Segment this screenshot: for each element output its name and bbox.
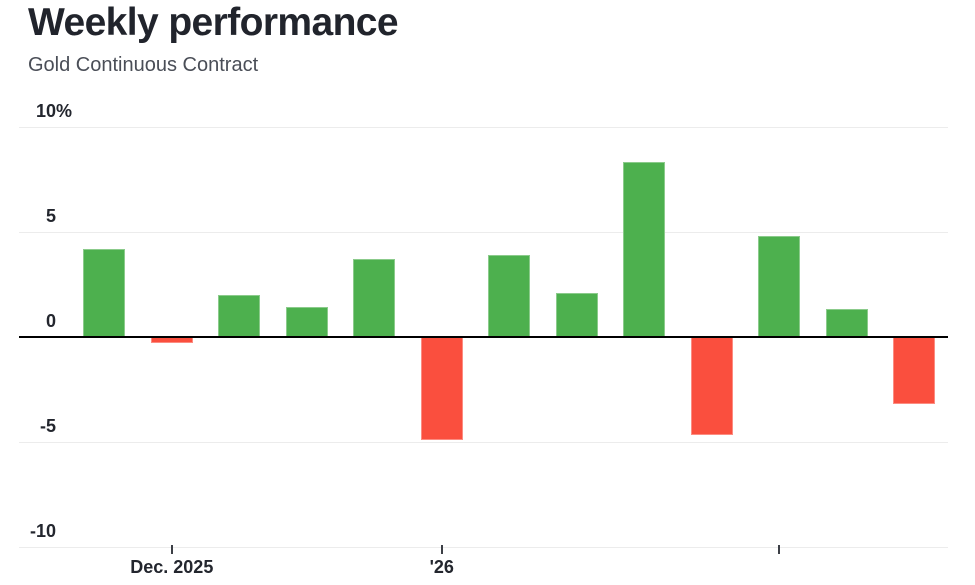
bar-week-8[interactable] [555, 292, 598, 337]
y-axis-label-value: 10 [35, 100, 56, 121]
x-axis-tick [778, 545, 781, 554]
x-axis-label: '26 [429, 557, 454, 577]
y-axis-label--5: -5 [0, 417, 56, 435]
gridline-5 [19, 232, 948, 233]
bar-week-3[interactable] [218, 294, 261, 337]
y-axis-label-value: -5 [39, 415, 56, 436]
y-axis-label-0: 0 [0, 312, 56, 330]
bar-week-1[interactable] [83, 248, 126, 337]
bar-week-13[interactable] [893, 336, 936, 404]
y-axis-label-5: 5 [0, 207, 56, 225]
bar-week-7[interactable] [488, 254, 531, 337]
bar-week-6[interactable] [420, 336, 463, 440]
gridline--5 [19, 442, 948, 443]
chart-title: Weekly performance [28, 1, 399, 44]
y-axis-label--10: -10 [0, 522, 56, 540]
bar-week-10[interactable] [690, 336, 733, 436]
chart-subtitle: Gold Continuous Contract [28, 54, 259, 76]
gridline--10 [19, 547, 948, 548]
y-axis-label-value: -10 [29, 520, 56, 541]
x-axis-tick [440, 545, 443, 554]
x-axis-label: Dec. 2025 [130, 557, 214, 577]
bar-week-5[interactable] [353, 259, 396, 337]
y-axis-label-10: 10% [0, 100, 72, 121]
zero-baseline [19, 335, 948, 338]
gridline-10 [19, 127, 948, 128]
bar-week-9[interactable] [623, 162, 666, 337]
bar-week-2[interactable] [150, 336, 193, 343]
bar-week-12[interactable] [825, 309, 868, 337]
y-axis-label-value: 0 [45, 310, 56, 331]
bar-week-4[interactable] [285, 307, 328, 337]
x-axis-tick [170, 545, 173, 554]
y-axis-label-value: 5 [45, 205, 56, 226]
y-axis-unit-suffix: % [56, 100, 73, 121]
bar-week-11[interactable] [758, 235, 801, 337]
